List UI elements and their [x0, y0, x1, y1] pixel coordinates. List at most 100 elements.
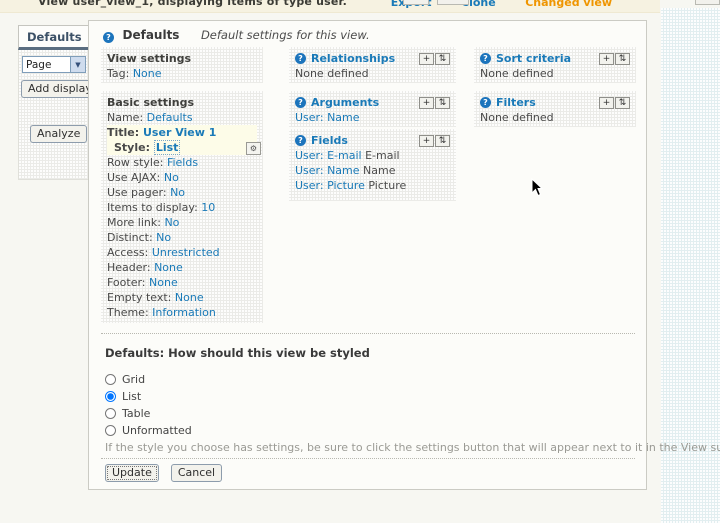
grid-radio[interactable] [105, 374, 116, 385]
setting-value-link[interactable]: No [156, 231, 172, 244]
table-radio[interactable] [105, 408, 116, 419]
setting-row-morelink: More link: No [107, 216, 180, 229]
help-icon[interactable]: ? [480, 97, 491, 108]
list-radio[interactable] [105, 391, 116, 402]
window-artifact [403, 0, 429, 5]
setting-value-link[interactable]: List [153, 140, 181, 155]
empty-text: None defined [295, 67, 369, 80]
setting-value-link[interactable]: Unrestricted [151, 246, 220, 259]
window-artifact [695, 0, 720, 5]
view-action-links: Export Clone Changed view [365, 0, 612, 9]
argument-item: User: Name [295, 110, 450, 125]
setting-row-rowstyle: Row style: Fields [107, 156, 199, 169]
rearrange-icon[interactable]: ⇅ [435, 134, 450, 147]
window-artifact [437, 0, 469, 5]
setting-row-title: Title: User View 1 [107, 125, 257, 140]
display-header: ? Defaults Default settings for this vie… [103, 28, 370, 43]
page-header-strip: View user_view_1, displaying items of ty… [0, 0, 660, 13]
setting-value-link[interactable]: None [154, 261, 183, 274]
add-display-button[interactable]: Add display [21, 80, 99, 98]
sort-criteria-title-link[interactable]: Sort criteria [496, 52, 572, 65]
divider [101, 333, 635, 334]
display-type-value: Page [26, 58, 52, 71]
field-link[interactable]: User: Picture [295, 179, 365, 192]
setting-row-access: Access: Unrestricted [107, 246, 220, 259]
view-title: View user_view_1, displaying items of ty… [38, 0, 347, 8]
add-icon[interactable]: + [599, 52, 614, 65]
argument-link[interactable]: User: Name [295, 111, 360, 124]
setting-row-items: Items to display: 10 [107, 201, 216, 214]
empty-text: None defined [480, 67, 554, 80]
radio-option-table[interactable]: Table [105, 407, 150, 420]
field-link[interactable]: User: E-mail [295, 149, 362, 162]
help-icon[interactable]: ? [480, 53, 491, 64]
basic-settings-block: Basic settings Name: Defaults Title: Use… [101, 91, 263, 323]
add-icon[interactable]: + [419, 52, 434, 65]
setting-row-name: Name: Defaults [107, 111, 193, 124]
view-settings-block: View settings Tag: None [101, 47, 263, 83]
setting-row-theme: Theme: Information [107, 306, 216, 319]
rearrange-icon[interactable]: ⇅ [615, 96, 630, 109]
setting-value-link[interactable]: None [174, 291, 204, 304]
field-item: User: E-mail E-mail [295, 149, 400, 162]
chevron-down-icon[interactable]: ▼ [70, 57, 85, 72]
unformatted-radio[interactable] [105, 425, 116, 436]
setting-row-pager: Use pager: No [107, 186, 186, 199]
tag-value-link[interactable]: None [132, 67, 162, 80]
changed-view-link[interactable]: Changed view [525, 0, 612, 9]
analyze-button[interactable]: Analyze [30, 125, 88, 143]
rearrange-icon[interactable]: ⇅ [435, 96, 450, 109]
radio-option-list[interactable]: List [105, 390, 141, 403]
filters-block: ? Filters + ⇅ None defined [474, 91, 636, 127]
page-background-texture [661, 8, 720, 523]
style-form-help: If the style you choose has settings, be… [105, 441, 720, 454]
setting-value-link[interactable]: No [170, 186, 186, 199]
setting-row-distinct: Distinct: No [107, 231, 172, 244]
radio-option-unformatted[interactable]: Unformatted [105, 424, 192, 437]
arguments-block: ? Arguments + ⇅ User: Name [289, 91, 456, 127]
help-icon[interactable]: ? [295, 53, 306, 64]
relationships-block: ? Relationships + ⇅ None defined [289, 47, 456, 83]
cancel-button[interactable]: Cancel [170, 464, 223, 482]
tab-defaults[interactable]: Defaults [18, 25, 98, 50]
add-icon[interactable]: + [419, 96, 434, 109]
add-icon[interactable]: + [599, 96, 614, 109]
empty-text: None defined [480, 111, 554, 124]
help-icon[interactable]: ? [103, 32, 114, 43]
style-settings-gear-icon[interactable]: ⚙ [246, 142, 261, 155]
field-link[interactable]: User: Name [295, 164, 360, 177]
relationships-title-link[interactable]: Relationships [311, 52, 396, 65]
basic-settings-title: Basic settings [107, 96, 195, 109]
rearrange-icon[interactable]: ⇅ [435, 52, 450, 65]
fields-block: ? Fields + ⇅ User: E-mail E-mail User: N… [289, 129, 456, 201]
sort-criteria-block: ? Sort criteria + ⇅ None defined [474, 47, 636, 83]
setting-value-link[interactable]: User View 1 [143, 126, 217, 139]
help-icon[interactable]: ? [295, 135, 306, 146]
setting-row-footer: Footer: None [107, 276, 178, 289]
add-icon[interactable]: + [419, 134, 434, 147]
fields-title-link[interactable]: Fields [311, 134, 348, 147]
setting-value-link[interactable]: Fields [166, 156, 199, 169]
field-item: User: Picture Picture [295, 179, 407, 192]
display-subtitle: Default settings for this view. [200, 28, 370, 42]
setting-value-link[interactable]: No [164, 216, 180, 229]
tag-label: Tag: [107, 67, 133, 80]
filters-title-link[interactable]: Filters [496, 96, 536, 109]
setting-row-empty: Empty text: None [107, 291, 204, 304]
setting-value-link[interactable]: Information [152, 306, 216, 319]
update-button[interactable]: Update [105, 464, 159, 482]
setting-value-link[interactable]: Defaults [146, 111, 193, 124]
radio-option-grid[interactable]: Grid [105, 373, 145, 386]
help-icon[interactable]: ? [295, 97, 306, 108]
display-title: Defaults [122, 28, 180, 42]
display-type-select[interactable]: Page ▼ [22, 56, 86, 73]
setting-row-ajax: Use AJAX: No [107, 171, 179, 184]
clone-link[interactable]: Clone [461, 0, 496, 9]
rearrange-icon[interactable]: ⇅ [615, 52, 630, 65]
setting-value-link[interactable]: 10 [201, 201, 216, 214]
setting-value-link[interactable]: None [149, 276, 178, 289]
setting-value-link[interactable]: No [163, 171, 179, 184]
arguments-title-link[interactable]: Arguments [311, 96, 380, 109]
style-form-title: Defaults: How should this view be styled [105, 346, 370, 360]
